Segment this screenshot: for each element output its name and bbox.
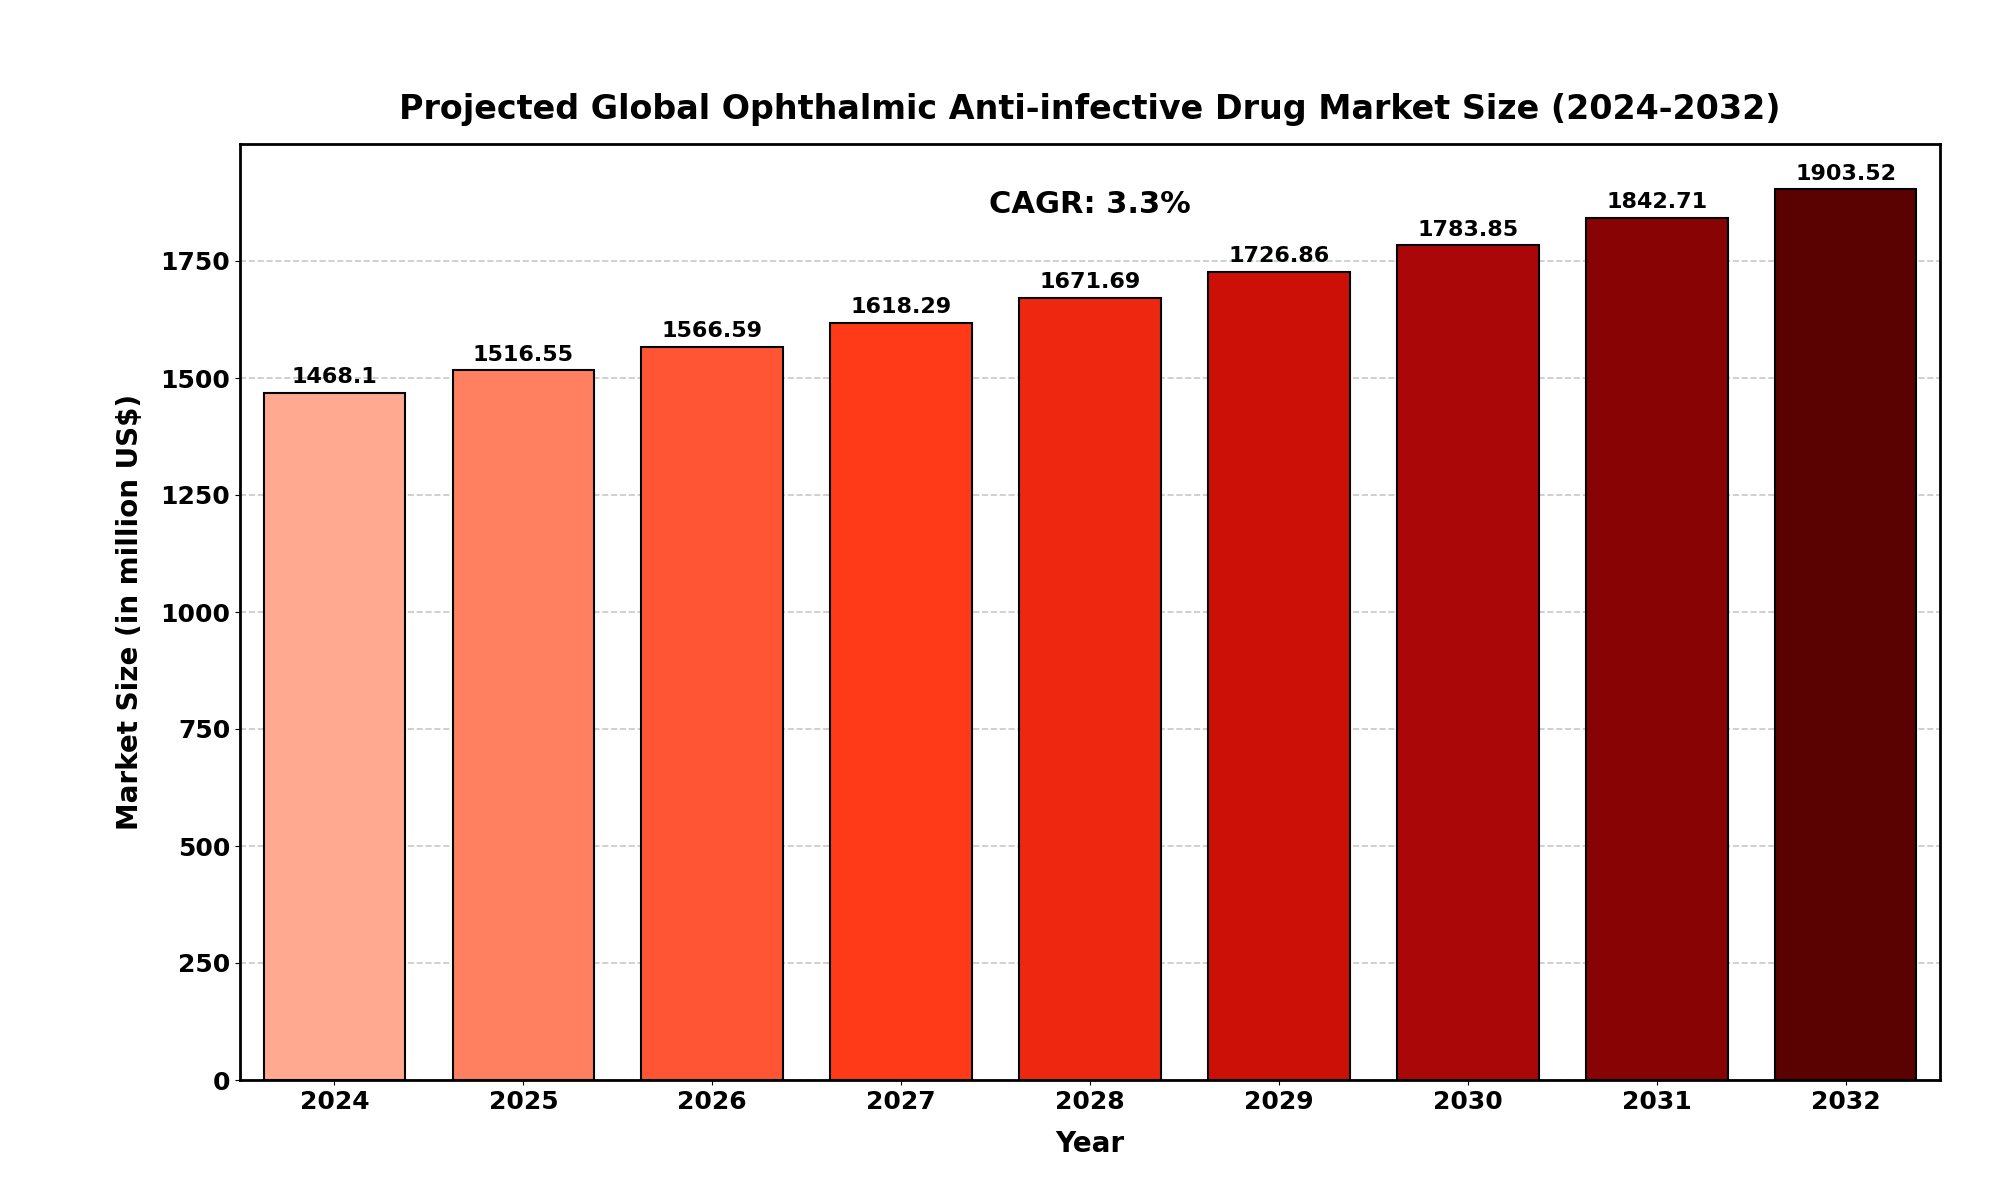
Text: 1783.85: 1783.85 (1418, 220, 1518, 240)
Text: 1726.86: 1726.86 (1228, 246, 1330, 266)
Text: 1842.71: 1842.71 (1606, 192, 1708, 212)
Bar (1586, 217, 1728, 1080)
Title: Projected Global Ophthalmic Anti-infective Drug Market Size (2024-2032): Projected Global Ophthalmic Anti-infecti… (400, 92, 1780, 126)
Bar (642, 347, 784, 1080)
Bar (264, 392, 406, 1080)
Text: 1671.69: 1671.69 (1040, 272, 1140, 292)
Y-axis label: Market Size (in million US$): Market Size (in million US$) (116, 394, 144, 830)
Bar (1020, 298, 1160, 1080)
X-axis label: Year: Year (1056, 1130, 1124, 1158)
Bar (1774, 190, 1916, 1080)
Bar (452, 371, 594, 1080)
Bar (830, 323, 972, 1080)
Text: 1516.55: 1516.55 (472, 344, 574, 365)
Text: CAGR: 3.3%: CAGR: 3.3% (990, 190, 1190, 218)
Text: 1566.59: 1566.59 (662, 322, 762, 341)
Text: 1468.1: 1468.1 (292, 367, 378, 388)
Text: 1903.52: 1903.52 (1796, 163, 1896, 184)
Bar (1208, 272, 1350, 1080)
Text: 1618.29: 1618.29 (850, 298, 952, 317)
Bar (1396, 245, 1538, 1080)
